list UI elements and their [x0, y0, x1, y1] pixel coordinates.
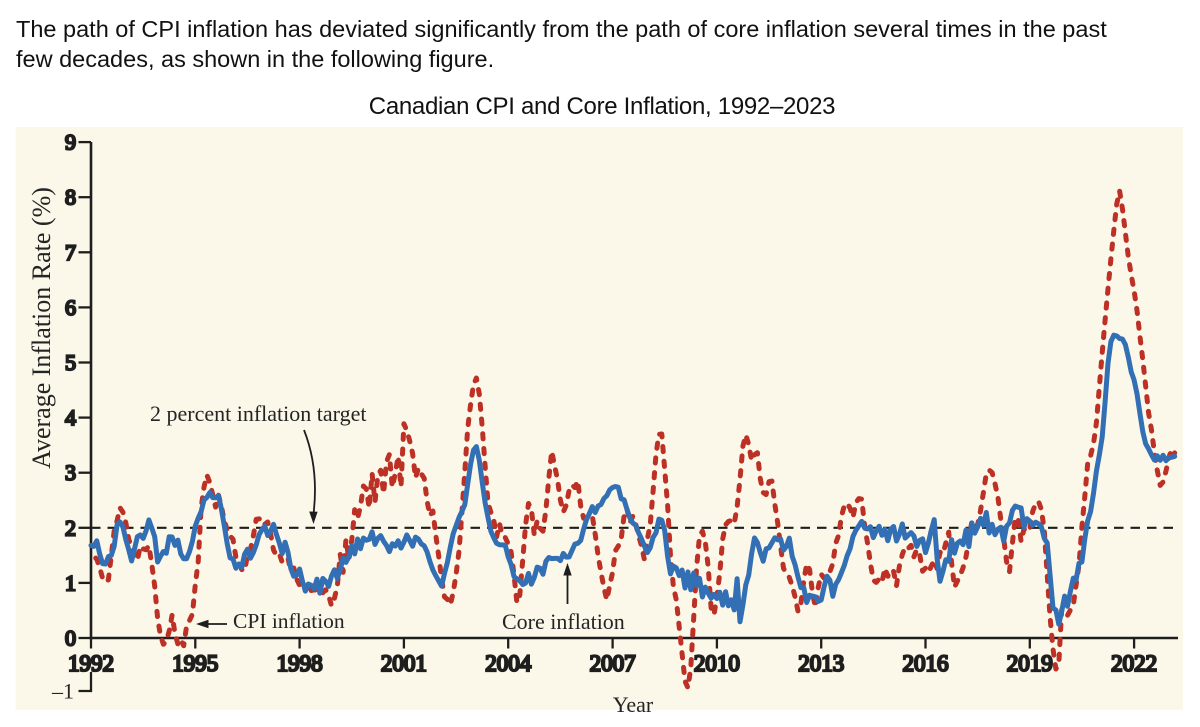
svg-text:7: 7: [65, 240, 76, 265]
svg-text:2007: 2007: [590, 651, 636, 676]
svg-text:Average Inflation Rate (%): Average Inflation Rate (%): [27, 187, 56, 469]
svg-text:2: 2: [65, 515, 76, 540]
svg-text:0: 0: [65, 626, 76, 651]
svg-text:2016: 2016: [903, 651, 949, 676]
svg-text:8: 8: [65, 185, 76, 210]
svg-text:2 percent inflation target: 2 percent inflation target: [150, 401, 366, 426]
svg-text:9: 9: [65, 130, 76, 155]
svg-text:1992: 1992: [68, 651, 114, 676]
svg-text:–1: –1: [51, 679, 74, 704]
svg-text:4: 4: [65, 405, 76, 430]
svg-text:2004: 2004: [485, 651, 532, 676]
svg-text:CPI inflation: CPI inflation: [233, 609, 345, 633]
svg-text:Core inflation: Core inflation: [502, 609, 625, 634]
svg-text:2001: 2001: [381, 651, 427, 676]
svg-text:3: 3: [65, 460, 76, 485]
svg-text:2022: 2022: [1111, 651, 1157, 676]
svg-text:2010: 2010: [694, 651, 740, 676]
svg-text:2019: 2019: [1007, 651, 1053, 676]
svg-text:1995: 1995: [172, 651, 218, 676]
svg-text:Year: Year: [613, 692, 654, 717]
svg-text:2013: 2013: [798, 651, 844, 676]
svg-text:5: 5: [65, 350, 76, 375]
svg-text:1: 1: [65, 570, 76, 595]
svg-text:1998: 1998: [277, 651, 323, 676]
svg-text:6: 6: [65, 295, 76, 320]
